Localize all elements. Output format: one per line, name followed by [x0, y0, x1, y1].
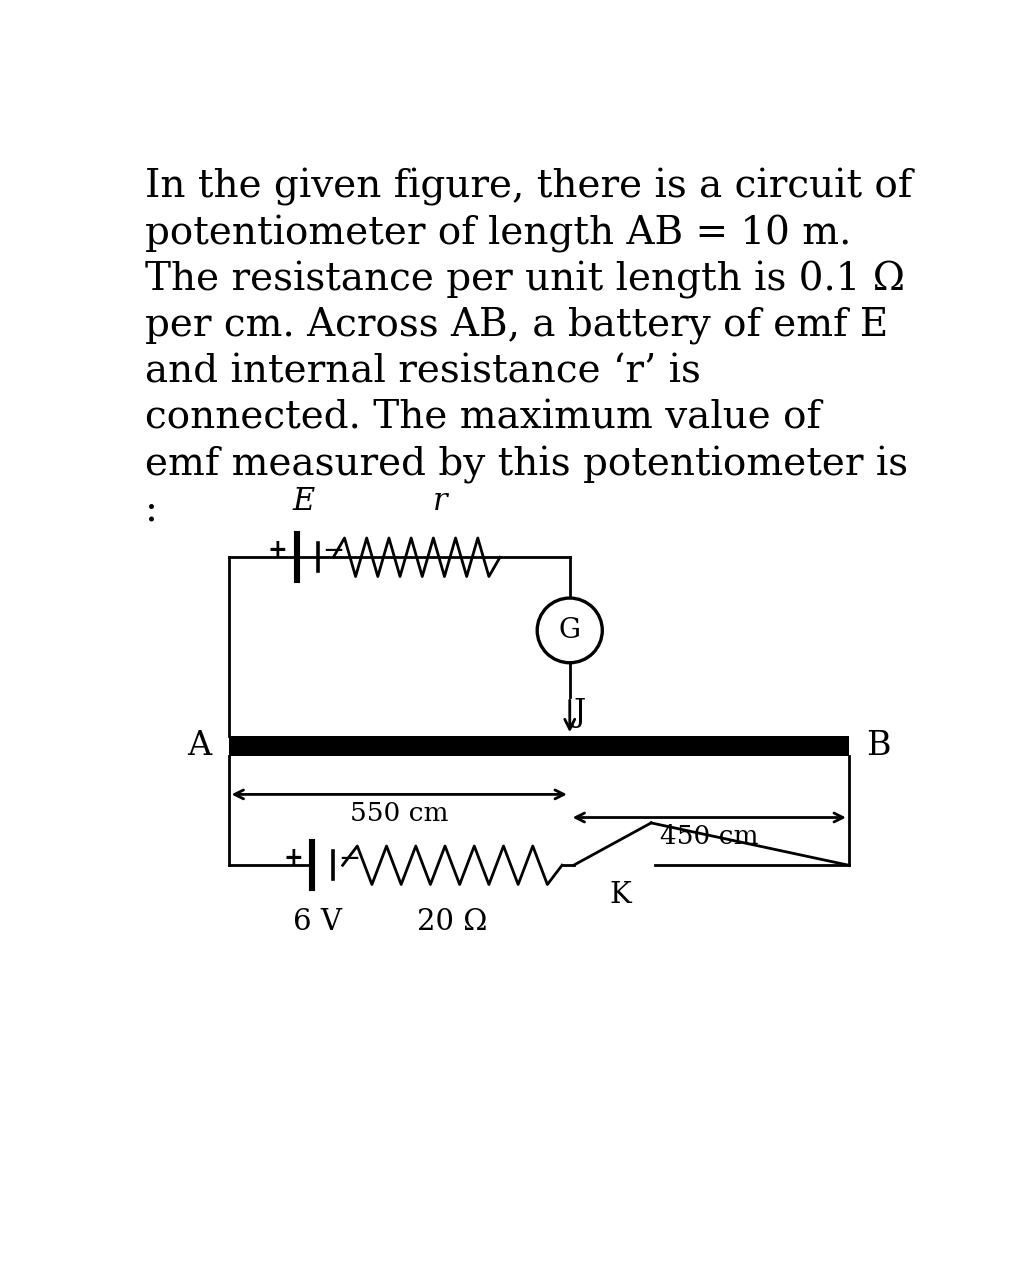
- Text: :: :: [145, 492, 158, 529]
- Text: A: A: [187, 729, 211, 762]
- Circle shape: [538, 598, 602, 663]
- Text: potentiometer of length AB = 10 m.: potentiometer of length AB = 10 m.: [145, 214, 851, 252]
- Text: emf measured by this potentiometer is: emf measured by this potentiometer is: [145, 445, 908, 483]
- Text: r: r: [432, 486, 447, 518]
- Text: 6 V: 6 V: [293, 908, 342, 936]
- Text: 20 Ω: 20 Ω: [417, 908, 487, 936]
- Text: −: −: [323, 538, 344, 564]
- Text: 450 cm: 450 cm: [660, 824, 759, 849]
- Text: and internal resistance ‘r’ is: and internal resistance ‘r’ is: [145, 353, 700, 390]
- Text: connected. The maximum value of: connected. The maximum value of: [145, 399, 821, 436]
- Text: −: −: [338, 847, 360, 872]
- Bar: [228, 736, 849, 756]
- Text: K: K: [609, 881, 631, 909]
- Text: +: +: [267, 538, 288, 561]
- Text: E: E: [293, 486, 315, 518]
- Text: G: G: [559, 617, 581, 644]
- Text: In the given figure, there is a circuit of: In the given figure, there is a circuit …: [145, 168, 912, 207]
- Text: per cm. Across AB, a battery of emf E: per cm. Across AB, a battery of emf E: [145, 307, 888, 344]
- Text: +: +: [284, 845, 303, 870]
- Text: The resistance per unit length is 0.1 Ω: The resistance per unit length is 0.1 Ω: [145, 261, 905, 298]
- Text: J: J: [573, 697, 586, 728]
- Text: B: B: [866, 729, 891, 762]
- Text: 550 cm: 550 cm: [350, 801, 449, 826]
